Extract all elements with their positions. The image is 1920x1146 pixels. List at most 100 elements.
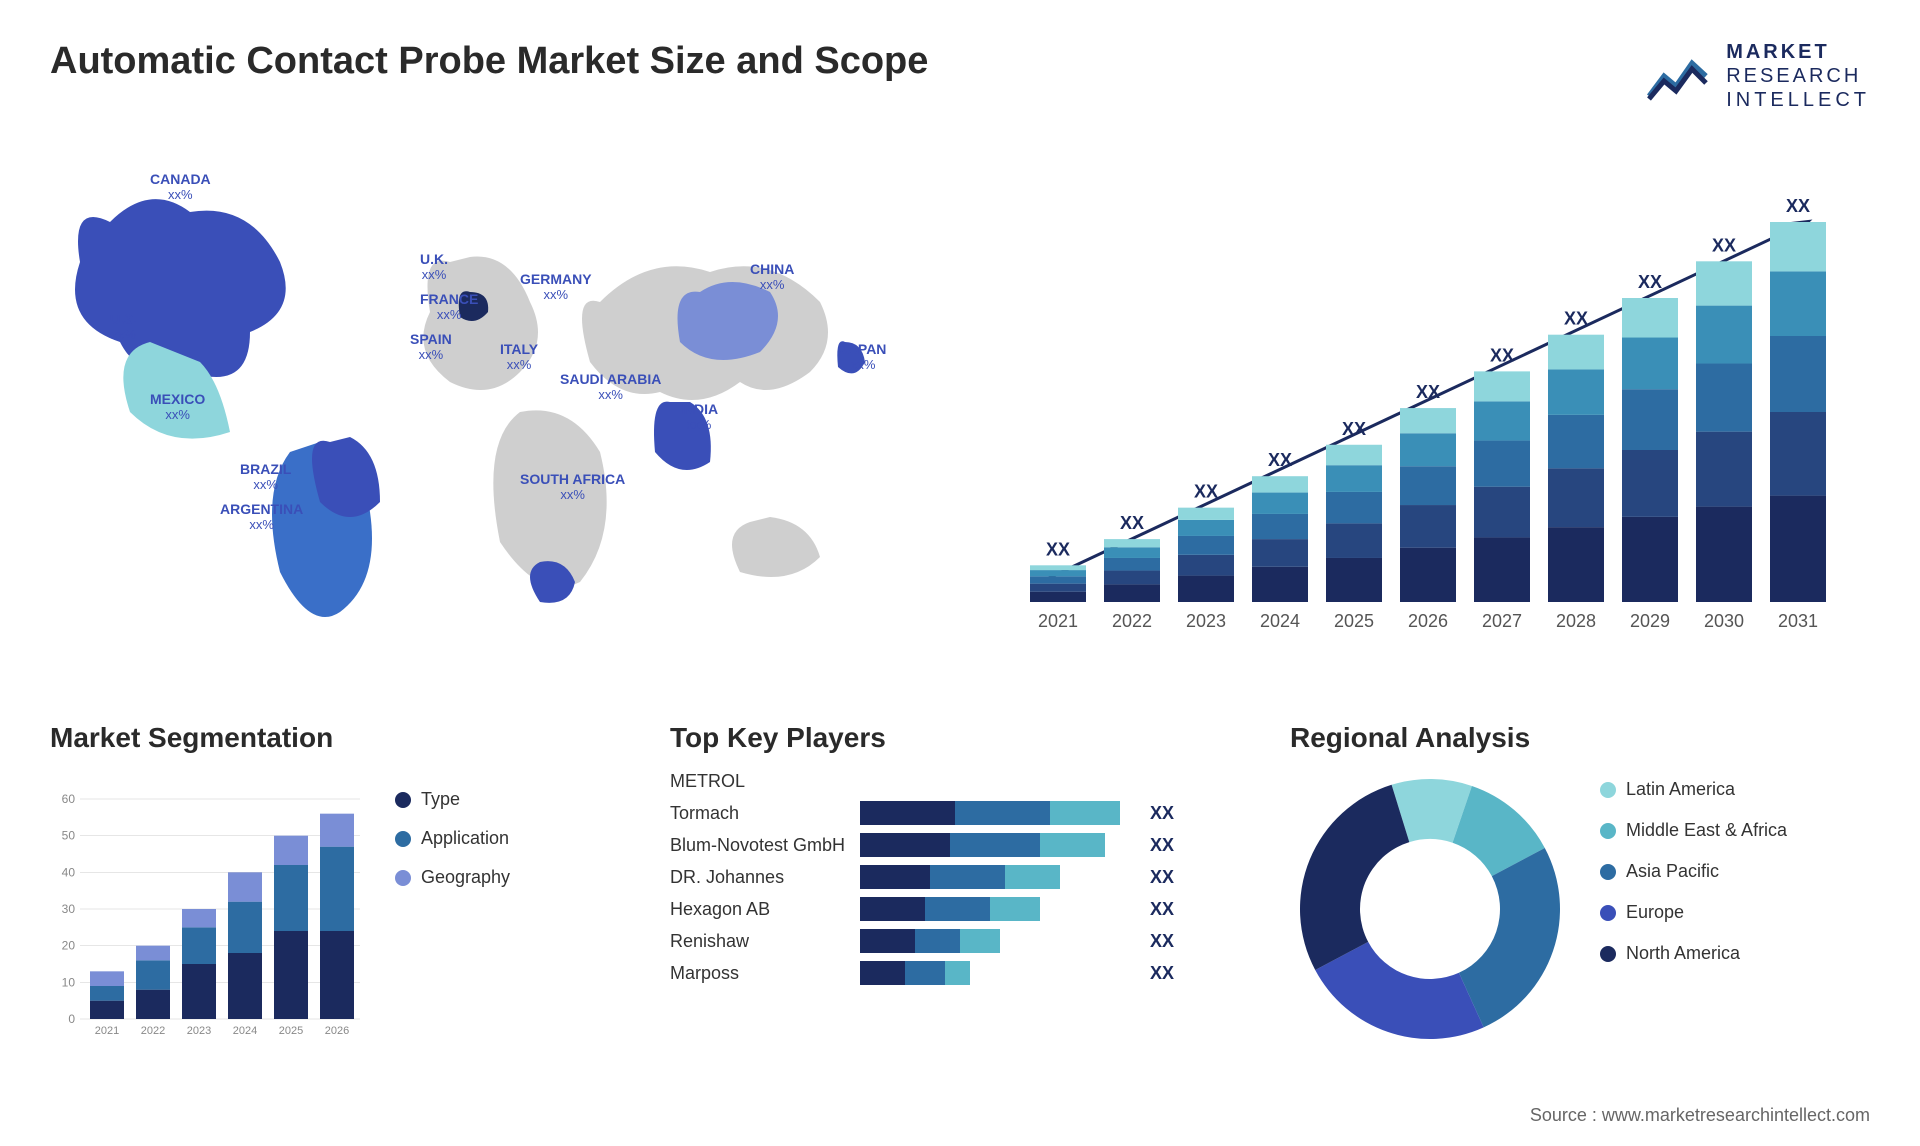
player-name: Tormach [670,803,850,824]
map-label: SPAINxx% [410,332,452,363]
player-name: METROL [670,771,850,792]
map-label: U.S.xx% [110,312,137,343]
svg-text:XX: XX [1712,235,1736,255]
player-name: Renishaw [670,931,850,952]
regional-panel: Regional Analysis Latin AmericaMiddle Ea… [1290,722,1870,1049]
svg-text:2026: 2026 [325,1025,349,1037]
svg-text:XX: XX [1490,345,1514,365]
player-value: XX [1150,963,1190,984]
player-row: DR. Johannes XX [670,865,1250,889]
svg-text:2029: 2029 [1630,611,1670,631]
player-bar [860,833,1140,857]
svg-text:20: 20 [62,939,76,953]
player-value: XX [1150,803,1190,824]
legend-item: Geography [395,867,510,888]
world-map-panel: CANADAxx% U.S.xx% MEXICOxx% BRAZILxx% ARGENT… [50,142,970,662]
regional-legend: Latin America Middle East & Africa Asia Pa… [1600,779,1787,964]
map-label: INDIAxx% [680,402,718,433]
player-name: DR. Johannes [670,867,850,888]
svg-text:XX: XX [1564,309,1588,329]
map-label: ARGENTINAxx% [220,502,303,533]
segmentation-panel: Market Segmentation 0 10 20 30 40 50 60 2021 202… [50,722,630,1049]
player-bar [860,769,1140,793]
source-text: Source : www.marketresearchintellect.com [1530,1105,1870,1126]
player-row: METROL [670,769,1250,793]
svg-text:2021: 2021 [95,1025,119,1037]
players-panel: Top Key Players METROLTormachXXBlum-Novo… [670,722,1250,1049]
legend-item: Latin America [1600,779,1787,800]
player-value: XX [1150,931,1190,952]
player-name: Hexagon AB [670,899,850,920]
map-label: CHINAxx% [750,262,794,293]
legend-item: Application [395,828,510,849]
svg-text:50: 50 [62,829,76,843]
map-label: BRAZILxx% [240,462,291,493]
svg-text:2031: 2031 [1778,611,1818,631]
player-bar [860,929,1140,953]
logo-line2: RESEARCH [1726,64,1870,88]
player-row: Renishaw XX [670,929,1250,953]
svg-text:60: 60 [62,792,76,806]
map-label: ITALYxx% [500,342,538,373]
player-row: Marposs XX [670,961,1250,985]
player-row: Hexagon AB XX [670,897,1250,921]
svg-text:2023: 2023 [1186,611,1226,631]
player-bar [860,897,1140,921]
svg-text:XX: XX [1638,272,1662,292]
svg-text:2027: 2027 [1482,611,1522,631]
map-label: MEXICOxx% [150,392,205,423]
players-title: Top Key Players [670,722,1250,754]
player-value: XX [1150,835,1190,856]
svg-text:40: 40 [62,865,76,879]
player-bar [860,865,1140,889]
regional-donut [1290,769,1570,1049]
svg-text:2028: 2028 [1556,611,1596,631]
segmentation-chart: 0 10 20 30 40 50 60 2021 2022 2023 2024 2025 2026 [50,769,370,1049]
svg-text:0: 0 [68,1012,75,1026]
svg-text:XX: XX [1342,419,1366,439]
map-label: JAPANxx% [840,342,886,373]
player-value: XX [1150,867,1190,888]
players-chart: METROLTormachXXBlum-Novotest GmbHXXDR. J… [670,769,1250,985]
map-label: FRANCExx% [420,292,478,323]
svg-text:30: 30 [62,902,76,916]
svg-text:XX: XX [1194,482,1218,502]
svg-text:2025: 2025 [1334,611,1374,631]
map-label: SOUTH AFRICAxx% [520,472,625,503]
page-title: Automatic Contact Probe Market Size and … [50,40,928,83]
legend-item: Europe [1600,902,1787,923]
legend-item: North America [1600,943,1787,964]
legend-item: Middle East & Africa [1600,820,1787,841]
map-label: U.K.xx% [420,252,448,283]
player-name: Blum-Novotest GmbH [670,835,850,856]
player-row: Blum-Novotest GmbH XX [670,833,1250,857]
svg-text:2024: 2024 [233,1025,257,1037]
svg-text:10: 10 [62,975,76,989]
legend-item: Asia Pacific [1600,861,1787,882]
player-bar [860,801,1140,825]
svg-text:2025: 2025 [279,1025,303,1037]
svg-text:2023: 2023 [187,1025,211,1037]
svg-text:2022: 2022 [1112,611,1152,631]
svg-text:XX: XX [1416,382,1440,402]
svg-text:2022: 2022 [141,1025,165,1037]
svg-text:XX: XX [1786,196,1810,216]
player-row: Tormach XX [670,801,1250,825]
map-label: SAUDI ARABIAxx% [560,372,661,403]
player-name: Marposs [670,963,850,984]
svg-text:XX: XX [1120,513,1144,533]
svg-text:XX: XX [1046,539,1070,559]
map-label: CANADAxx% [150,172,211,203]
logo-line1: MARKET [1726,40,1870,64]
svg-text:XX: XX [1268,450,1292,470]
legend-item: Type [395,789,510,810]
player-value: XX [1150,899,1190,920]
svg-text:2024: 2024 [1260,611,1300,631]
svg-text:2021: 2021 [1038,611,1078,631]
logo-icon [1644,51,1714,101]
player-bar [860,961,1140,985]
brand-logo: MARKET RESEARCH INTELLECT [1644,40,1870,112]
segmentation-title: Market Segmentation [50,722,630,754]
map-label: GERMANYxx% [520,272,592,303]
logo-line3: INTELLECT [1726,88,1870,112]
